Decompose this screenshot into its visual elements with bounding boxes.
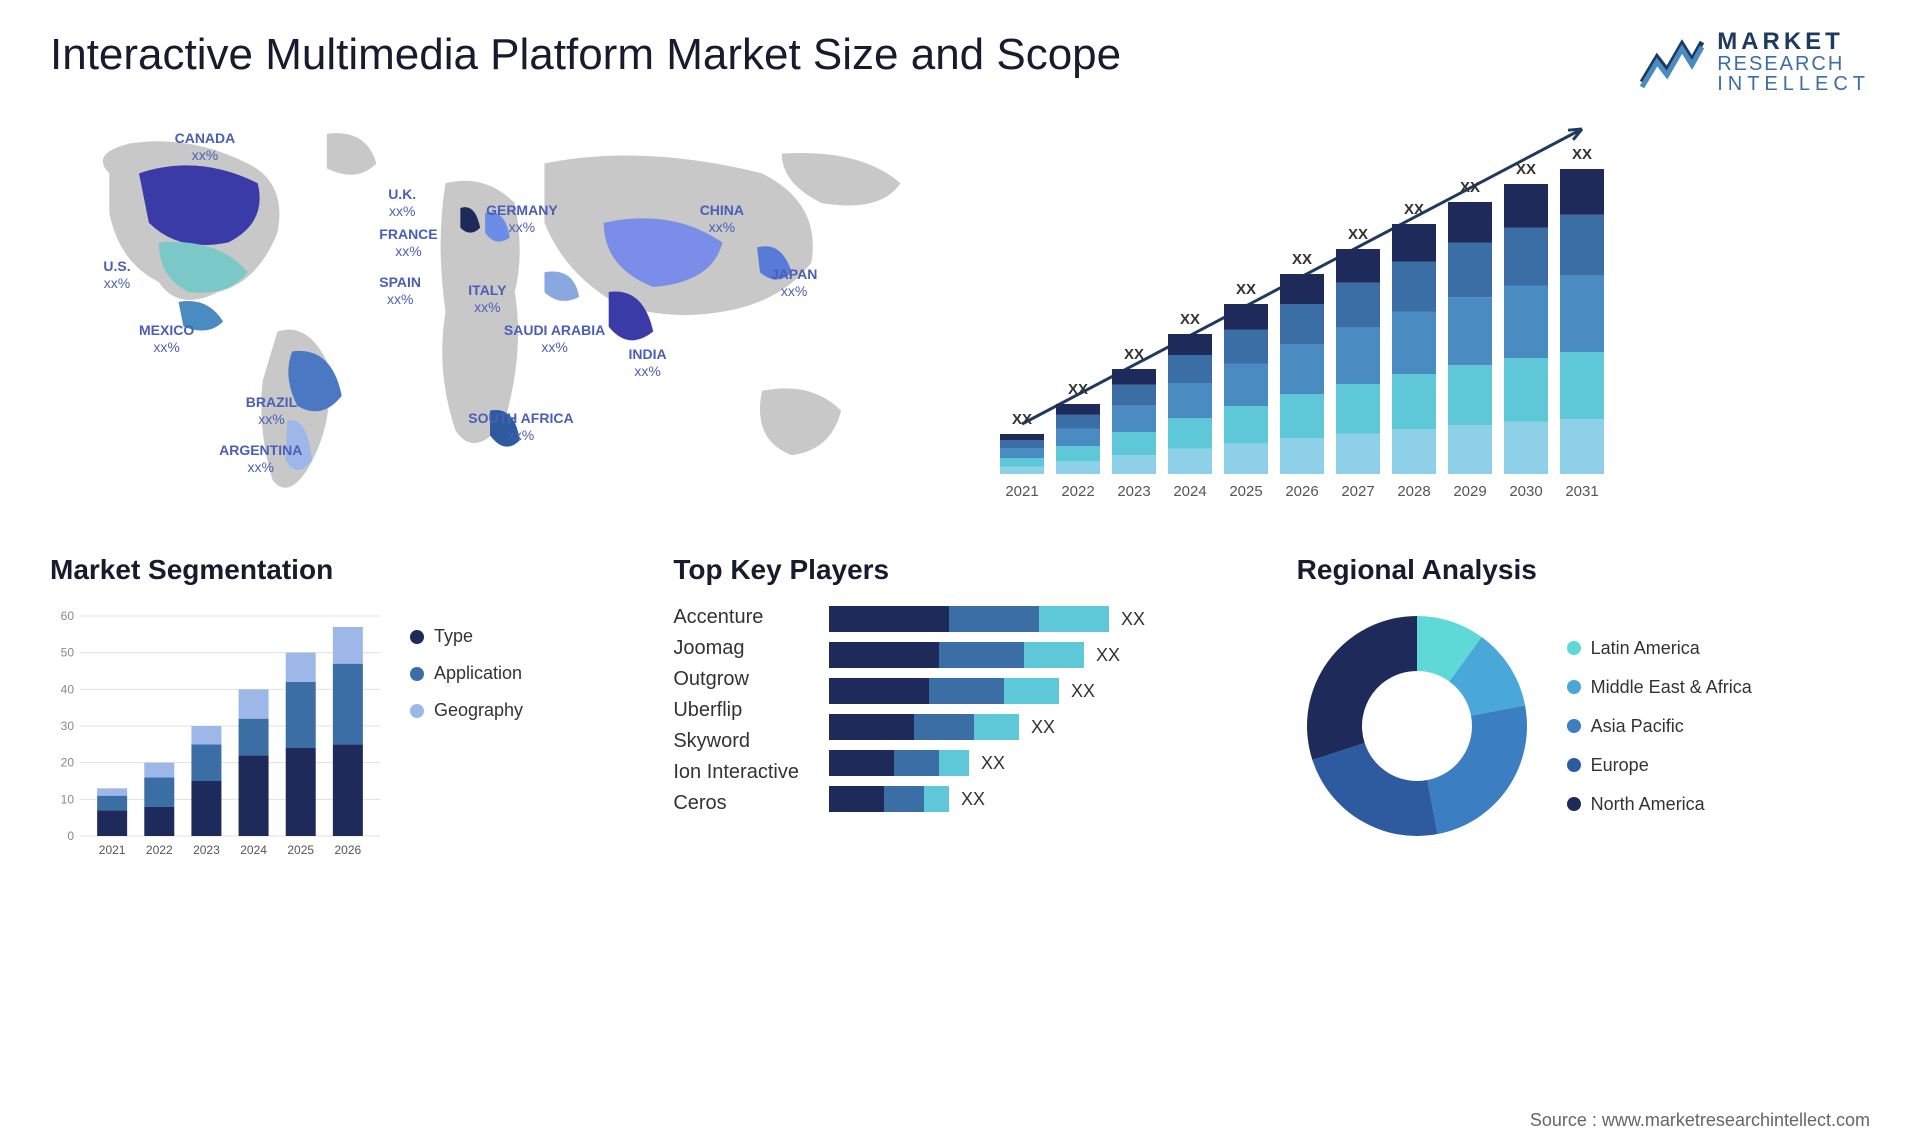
svg-text:2027: 2027 — [1341, 483, 1374, 500]
legend-item: Type — [410, 626, 523, 647]
player-bar-row: XX — [829, 642, 1145, 668]
regional-donut-svg — [1297, 606, 1537, 846]
player-name: Ion Interactive — [673, 761, 799, 784]
svg-text:2031: 2031 — [1565, 483, 1598, 500]
main-chart-svg: XX 2021 XX 2022 XX 2023 XX 2024 XX 2025 XX 2026 XX 20… — [980, 114, 1680, 514]
map-country-label: ARGENTINAxx% — [219, 442, 302, 476]
svg-text:60: 60 — [61, 609, 75, 623]
map-country-label: U.K.xx% — [388, 186, 416, 220]
map-country-label: BRAZILxx% — [246, 394, 297, 428]
segmentation-title: Market Segmentation — [50, 554, 623, 586]
map-country-label: SOUTH AFRICAxx% — [468, 410, 573, 444]
map-country-label: MEXICOxx% — [139, 322, 194, 356]
legend-item: Middle East & Africa — [1567, 677, 1752, 698]
svg-text:2022: 2022 — [1061, 483, 1094, 500]
player-name: Ceros — [673, 792, 799, 815]
player-bar-row: XX — [829, 750, 1145, 776]
map-country-label: GERMANYxx% — [486, 202, 558, 236]
map-country-label: SPAINxx% — [379, 274, 421, 308]
svg-text:2025: 2025 — [1229, 483, 1262, 500]
legend-item: Application — [410, 663, 523, 684]
svg-text:0: 0 — [67, 829, 74, 843]
top-row: CANADAxx% U.S.xx% MEXICOxx% BRAZILxx% ARGENT… — [50, 114, 1870, 514]
world-map-section: CANADAxx% U.S.xx% MEXICOxx% BRAZILxx% ARGENT… — [50, 114, 940, 514]
main-bar-chart: XX 2021 XX 2022 XX 2023 XX 2024 XX 2025 XX 2026 XX 20… — [980, 114, 1870, 514]
players-section: Top Key Players Accenture Joomag Outgrow Ub… — [673, 554, 1246, 856]
map-country-label: CHINAxx% — [700, 202, 744, 236]
map-country-label: FRANCExx% — [379, 226, 437, 260]
segmentation-section: Market Segmentation 0 10 20 30 40 50 60 2021 202… — [50, 554, 623, 856]
player-bar-row: XX — [829, 714, 1145, 740]
svg-text:2029: 2029 — [1453, 483, 1486, 500]
header: Interactive Multimedia Platform Market S… — [50, 30, 1870, 94]
legend-item: North America — [1567, 794, 1752, 815]
regional-legend: Latin America Middle East & Africa Asia Pa… — [1567, 638, 1752, 815]
source-attribution: Source : www.marketresearchintellect.com — [1530, 1110, 1870, 1131]
svg-text:XX: XX — [1292, 251, 1312, 268]
logo-icon — [1637, 32, 1707, 92]
map-country-label: SAUDI ARABIAxx% — [504, 322, 605, 356]
svg-text:XX: XX — [1348, 226, 1368, 243]
svg-text:XX: XX — [1236, 281, 1256, 298]
svg-text:2023: 2023 — [193, 843, 220, 856]
svg-text:2021: 2021 — [99, 843, 126, 856]
svg-text:10: 10 — [61, 792, 75, 806]
map-country-label: U.S.xx% — [103, 258, 130, 292]
players-bar-chart: XX XX XX XX XX XX — [829, 606, 1145, 825]
svg-text:XX: XX — [1460, 179, 1480, 196]
svg-text:2021: 2021 — [1005, 483, 1038, 500]
player-bar-row: XX — [829, 786, 1145, 812]
player-bar-row: XX — [829, 606, 1145, 632]
svg-text:XX: XX — [1404, 201, 1424, 218]
svg-text:2024: 2024 — [1173, 483, 1206, 500]
bottom-row: Market Segmentation 0 10 20 30 40 50 60 2021 202… — [50, 554, 1870, 856]
players-name-list: Accenture Joomag Outgrow Uberflip Skyword Ion… — [673, 606, 799, 815]
legend-item: Latin America — [1567, 638, 1752, 659]
player-name: Accenture — [673, 606, 799, 629]
page-title: Interactive Multimedia Platform Market S… — [50, 30, 1121, 80]
logo-line2: RESEARCH — [1717, 54, 1870, 74]
logo-line3: INTELLECT — [1717, 74, 1870, 94]
svg-text:2026: 2026 — [1285, 483, 1318, 500]
svg-text:2026: 2026 — [335, 843, 362, 856]
legend-item: Europe — [1567, 755, 1752, 776]
svg-text:2023: 2023 — [1117, 483, 1150, 500]
legend-item: Geography — [410, 700, 523, 721]
player-name: Outgrow — [673, 668, 799, 691]
svg-text:XX: XX — [1572, 146, 1592, 163]
player-name: Uberflip — [673, 699, 799, 722]
svg-text:XX: XX — [1516, 161, 1536, 178]
logo-line1: MARKET — [1717, 30, 1870, 54]
players-title: Top Key Players — [673, 554, 1246, 586]
svg-text:30: 30 — [61, 719, 75, 733]
svg-text:XX: XX — [1068, 381, 1088, 398]
regional-section: Regional Analysis Latin America Middle Ea… — [1297, 554, 1870, 856]
map-country-label: CANADAxx% — [175, 130, 236, 164]
svg-text:2028: 2028 — [1397, 483, 1430, 500]
svg-text:20: 20 — [61, 756, 75, 770]
map-country-label: INDIAxx% — [629, 346, 667, 380]
brand-logo: MARKET RESEARCH INTELLECT — [1637, 30, 1870, 94]
svg-text:XX: XX — [1180, 311, 1200, 328]
player-name: Joomag — [673, 637, 799, 660]
player-bar-row: XX — [829, 678, 1145, 704]
svg-text:2022: 2022 — [146, 843, 173, 856]
svg-text:2024: 2024 — [240, 843, 267, 856]
svg-text:50: 50 — [61, 646, 75, 660]
segmentation-chart-svg: 0 10 20 30 40 50 60 2021 2022 2023 2024 2025 2026 — [50, 606, 380, 856]
segmentation-legend: Type Application Geography — [410, 606, 523, 856]
map-country-label: JAPANxx% — [771, 266, 817, 300]
player-name: Skyword — [673, 730, 799, 753]
svg-text:XX: XX — [1124, 346, 1144, 363]
regional-title: Regional Analysis — [1297, 554, 1870, 586]
svg-text:2030: 2030 — [1509, 483, 1542, 500]
map-country-label: ITALYxx% — [468, 282, 506, 316]
svg-text:40: 40 — [61, 682, 75, 696]
svg-text:XX: XX — [1012, 411, 1032, 428]
svg-text:2025: 2025 — [287, 843, 314, 856]
legend-item: Asia Pacific — [1567, 716, 1752, 737]
